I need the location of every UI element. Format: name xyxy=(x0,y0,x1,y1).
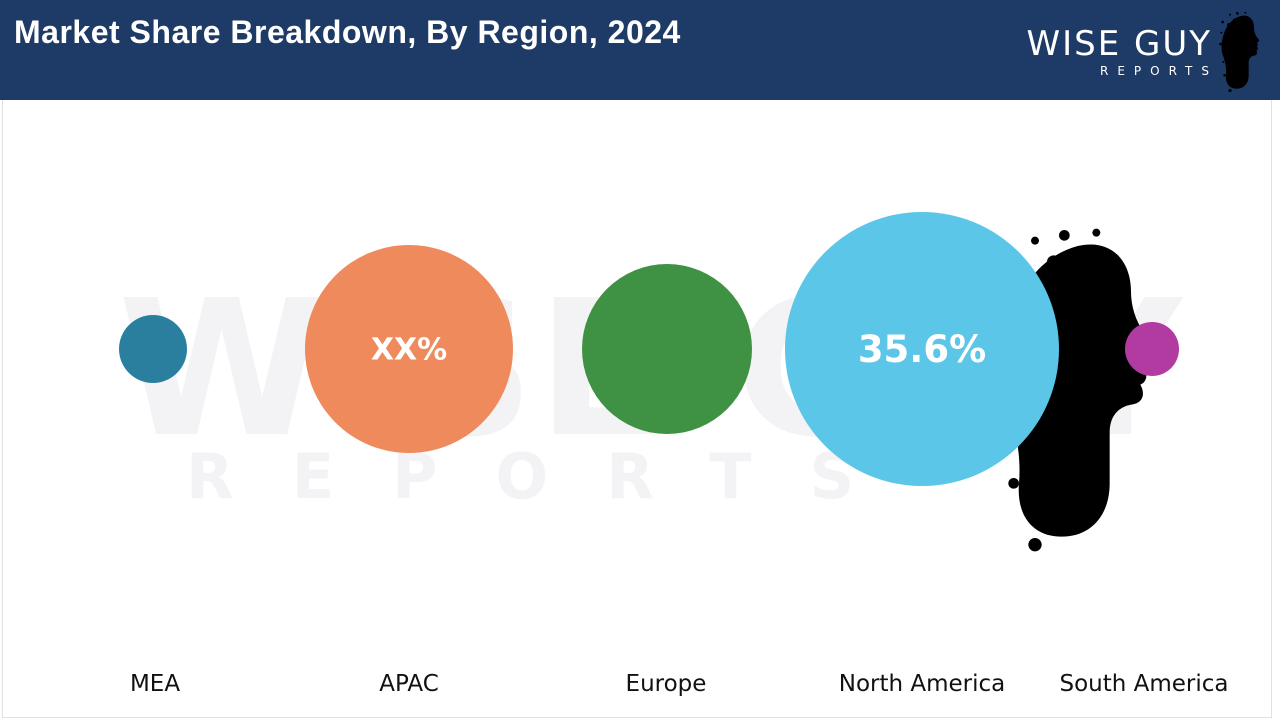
bubble-value-north-america: 35.6% xyxy=(858,328,986,371)
page-title: Market Share Breakdown, By Region, 2024 xyxy=(14,14,681,50)
brand-logo-text: WISE GUY REPORTS xyxy=(1026,27,1212,78)
watermark-text-line2: REPORTS xyxy=(186,440,913,513)
bubble-mea xyxy=(119,315,187,383)
bubble-south-america xyxy=(1125,322,1179,376)
brand-logo-line2: REPORTS xyxy=(1099,63,1218,78)
chart-frame xyxy=(2,100,1272,718)
brand-logo-line1: WISE GUY xyxy=(1026,23,1212,64)
brand-logo: WISE GUY REPORTS .hdr-face path{fill:#ff… xyxy=(1026,12,1266,92)
bubble-apac xyxy=(305,245,513,453)
bubble-north-america xyxy=(785,212,1059,486)
bubble-value-apac: XX% xyxy=(371,333,447,368)
bubble-europe xyxy=(582,264,752,434)
header-bar: Market Share Breakdown, By Region, 2024 … xyxy=(0,0,1280,100)
